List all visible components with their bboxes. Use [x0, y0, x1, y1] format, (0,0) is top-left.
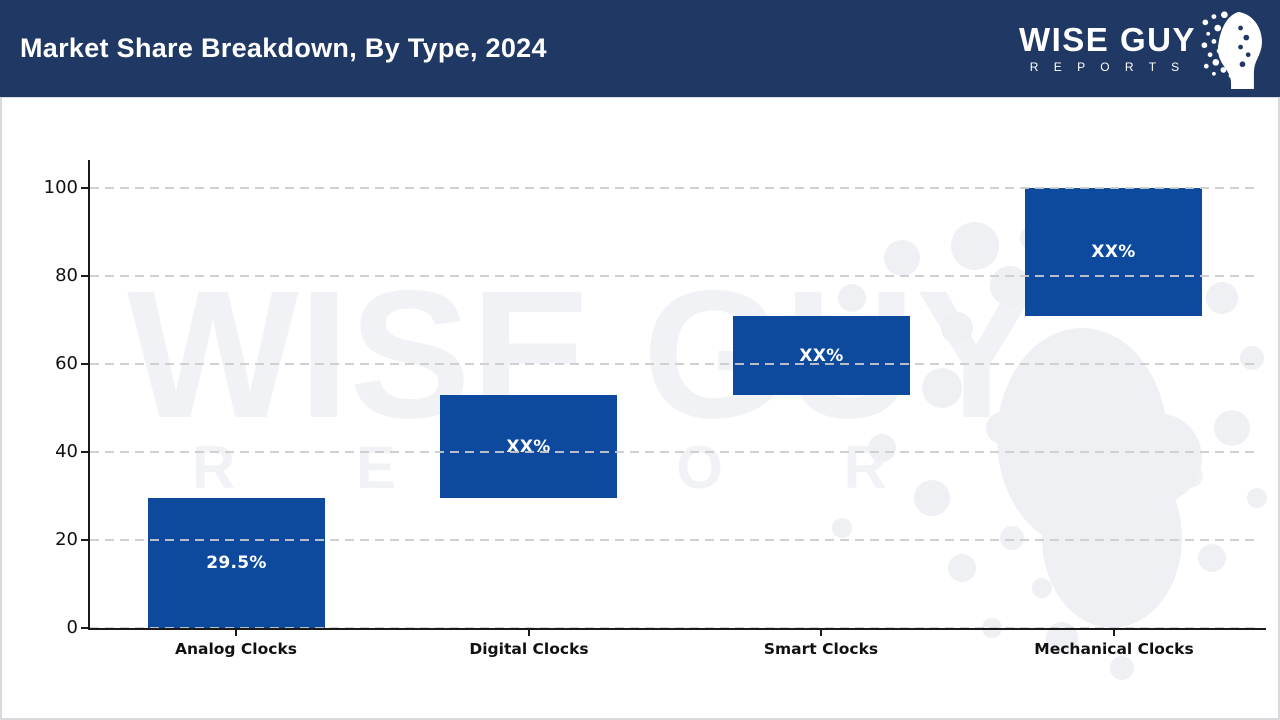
bar-value-label: XX%: [1091, 242, 1136, 262]
header-bar: Market Share Breakdown, By Type, 2024 WI…: [0, 0, 1280, 97]
x-category-label: Mechanical Clocks: [1034, 640, 1194, 658]
x-tick-mark: [235, 630, 237, 636]
x-axis-line: [88, 628, 1266, 630]
logo-subtitle: R E P O R T S: [1029, 59, 1186, 74]
y-tick-mark: [81, 451, 88, 453]
x-category-label: Smart Clocks: [763, 640, 879, 658]
y-tick-label: 0: [66, 617, 78, 638]
y-tick-label: 40: [55, 441, 78, 462]
gridline: [90, 275, 1260, 277]
y-tick-label: 20: [55, 529, 78, 550]
y-tick-label: 100: [43, 177, 78, 198]
x-category-label: Analog Clocks: [174, 640, 297, 658]
x-category-label: Digital Clocks: [469, 640, 589, 658]
chart-canvas: WISE GUY R E P O R T S 0 20: [0, 97, 1280, 720]
x-tick-mark: [528, 630, 530, 636]
gridline: [90, 451, 1260, 453]
y-tick-label: 60: [55, 353, 78, 374]
page-title: Market Share Breakdown, By Type, 2024: [20, 33, 547, 63]
x-tick-mark: [1113, 630, 1115, 636]
y-tick-mark: [81, 539, 88, 541]
gridline: [90, 363, 1260, 365]
y-tick-mark: [81, 363, 88, 365]
dotted-face-profile-icon: [1201, 10, 1262, 89]
x-tick-mark: [820, 630, 822, 636]
bar-smart-clocks: XX%: [733, 316, 910, 395]
gridline: [90, 539, 1260, 541]
bar-value-label: XX%: [506, 436, 551, 457]
bar-value-label: 29.5%: [206, 553, 267, 573]
y-axis-line: [88, 160, 90, 630]
y-tick-mark: [81, 627, 88, 629]
bar-value-label: XX%: [799, 345, 844, 366]
wiseguy-logo: WISE GUY R E P O R T S: [1019, 9, 1266, 89]
y-tick-label: 80: [55, 265, 78, 286]
y-tick-mark: [81, 275, 88, 277]
logo-text: WISE GUY R E P O R T S: [1019, 23, 1196, 74]
bar-analog-clocks: 29.5%: [148, 498, 325, 628]
y-tick-mark: [81, 187, 88, 189]
bar-mechanical-clocks: XX%: [1025, 188, 1202, 316]
logo-wordmark: WISE GUY: [1018, 21, 1196, 59]
bar-digital-clocks: XX%: [440, 395, 617, 498]
gridline: [90, 187, 1260, 189]
plot-area: 0 20 40 60 80 100 29.5% Analog Clocks XX% Digital…: [2, 98, 1278, 718]
